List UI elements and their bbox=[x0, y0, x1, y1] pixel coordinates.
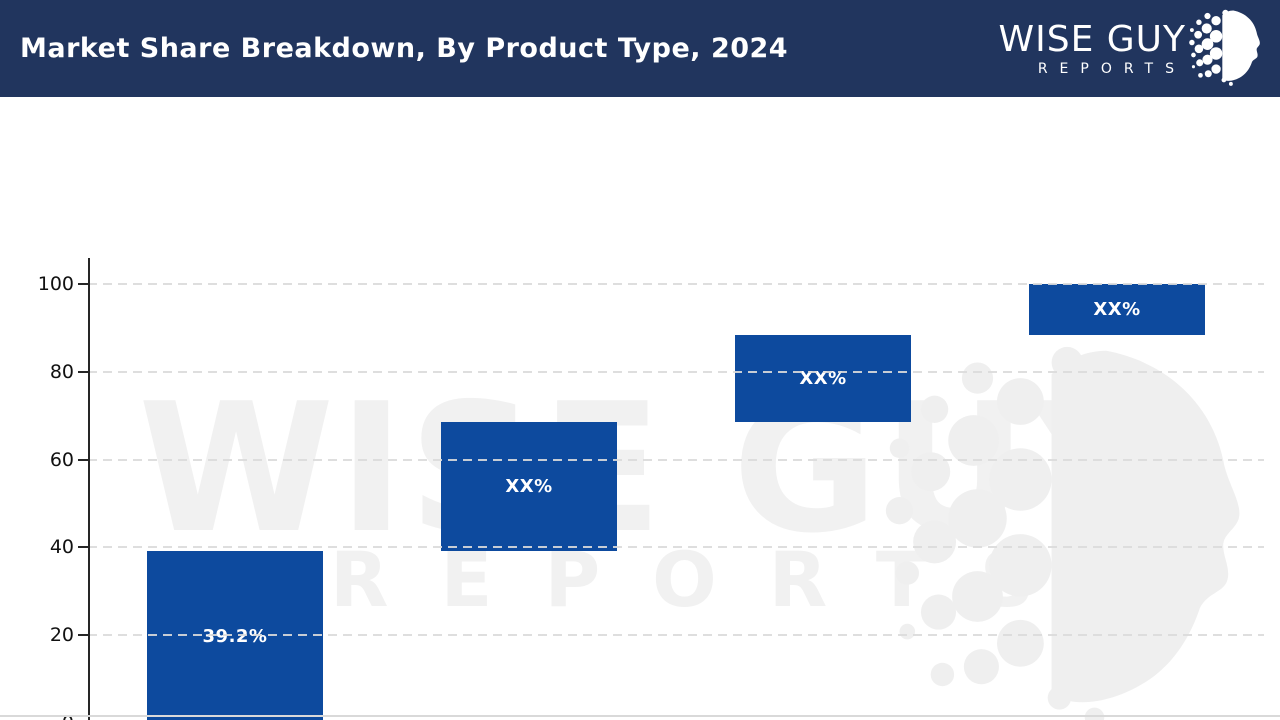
bar-value-label: XX% bbox=[1093, 299, 1141, 321]
y-tick-label: 20 bbox=[49, 624, 74, 647]
y-tick-label: 100 bbox=[37, 273, 74, 295]
chart-canvas: WISE GUY REPORTS 020406080100 39.2%XX%XX… bbox=[0, 97, 1280, 720]
bar-raw-food: XX% bbox=[735, 335, 911, 423]
dotted-head-icon bbox=[1188, 6, 1266, 90]
plot-area: 39.2% XX% XX% XX% bbox=[88, 258, 1264, 720]
bottom-border bbox=[0, 715, 1280, 717]
y-tick-mark bbox=[78, 370, 88, 373]
bar-value-label: 39.2% bbox=[202, 626, 268, 648]
grid-line bbox=[88, 370, 1264, 373]
grid-line bbox=[88, 634, 1264, 637]
y-tick-label: 80 bbox=[49, 360, 74, 383]
y-axis-tick-labels: 020406080100 bbox=[0, 262, 74, 720]
header: Market Share Breakdown, By Product Type,… bbox=[0, 0, 1280, 97]
y-axis-tick-marks bbox=[78, 262, 88, 720]
bar-value-label: XX% bbox=[505, 476, 553, 498]
y-tick-mark bbox=[78, 634, 88, 637]
wise-guy-reports-logo: WISE GUY REPORTS bbox=[999, 6, 1267, 90]
bar-value-label: XX% bbox=[799, 368, 847, 390]
logo-text: WISE GUY REPORTS bbox=[998, 18, 1187, 77]
grid-line bbox=[88, 458, 1264, 461]
page-title: Market Share Breakdown, By Product Type,… bbox=[20, 33, 789, 64]
y-tick-mark bbox=[78, 546, 88, 549]
logo-subtitle: REPORTS bbox=[1037, 60, 1186, 77]
logo-wordmark: WISE GUY bbox=[998, 18, 1186, 60]
grid-line bbox=[88, 283, 1264, 285]
y-axis-spine bbox=[88, 258, 90, 720]
bar-treats: XX% bbox=[1029, 284, 1205, 336]
y-tick-mark bbox=[78, 283, 88, 285]
bar-wet-food: XX% bbox=[441, 422, 617, 551]
grid-line bbox=[88, 546, 1264, 549]
y-tick-label: 40 bbox=[49, 536, 74, 559]
y-tick-label: 60 bbox=[49, 448, 74, 471]
y-tick-mark bbox=[78, 458, 88, 461]
